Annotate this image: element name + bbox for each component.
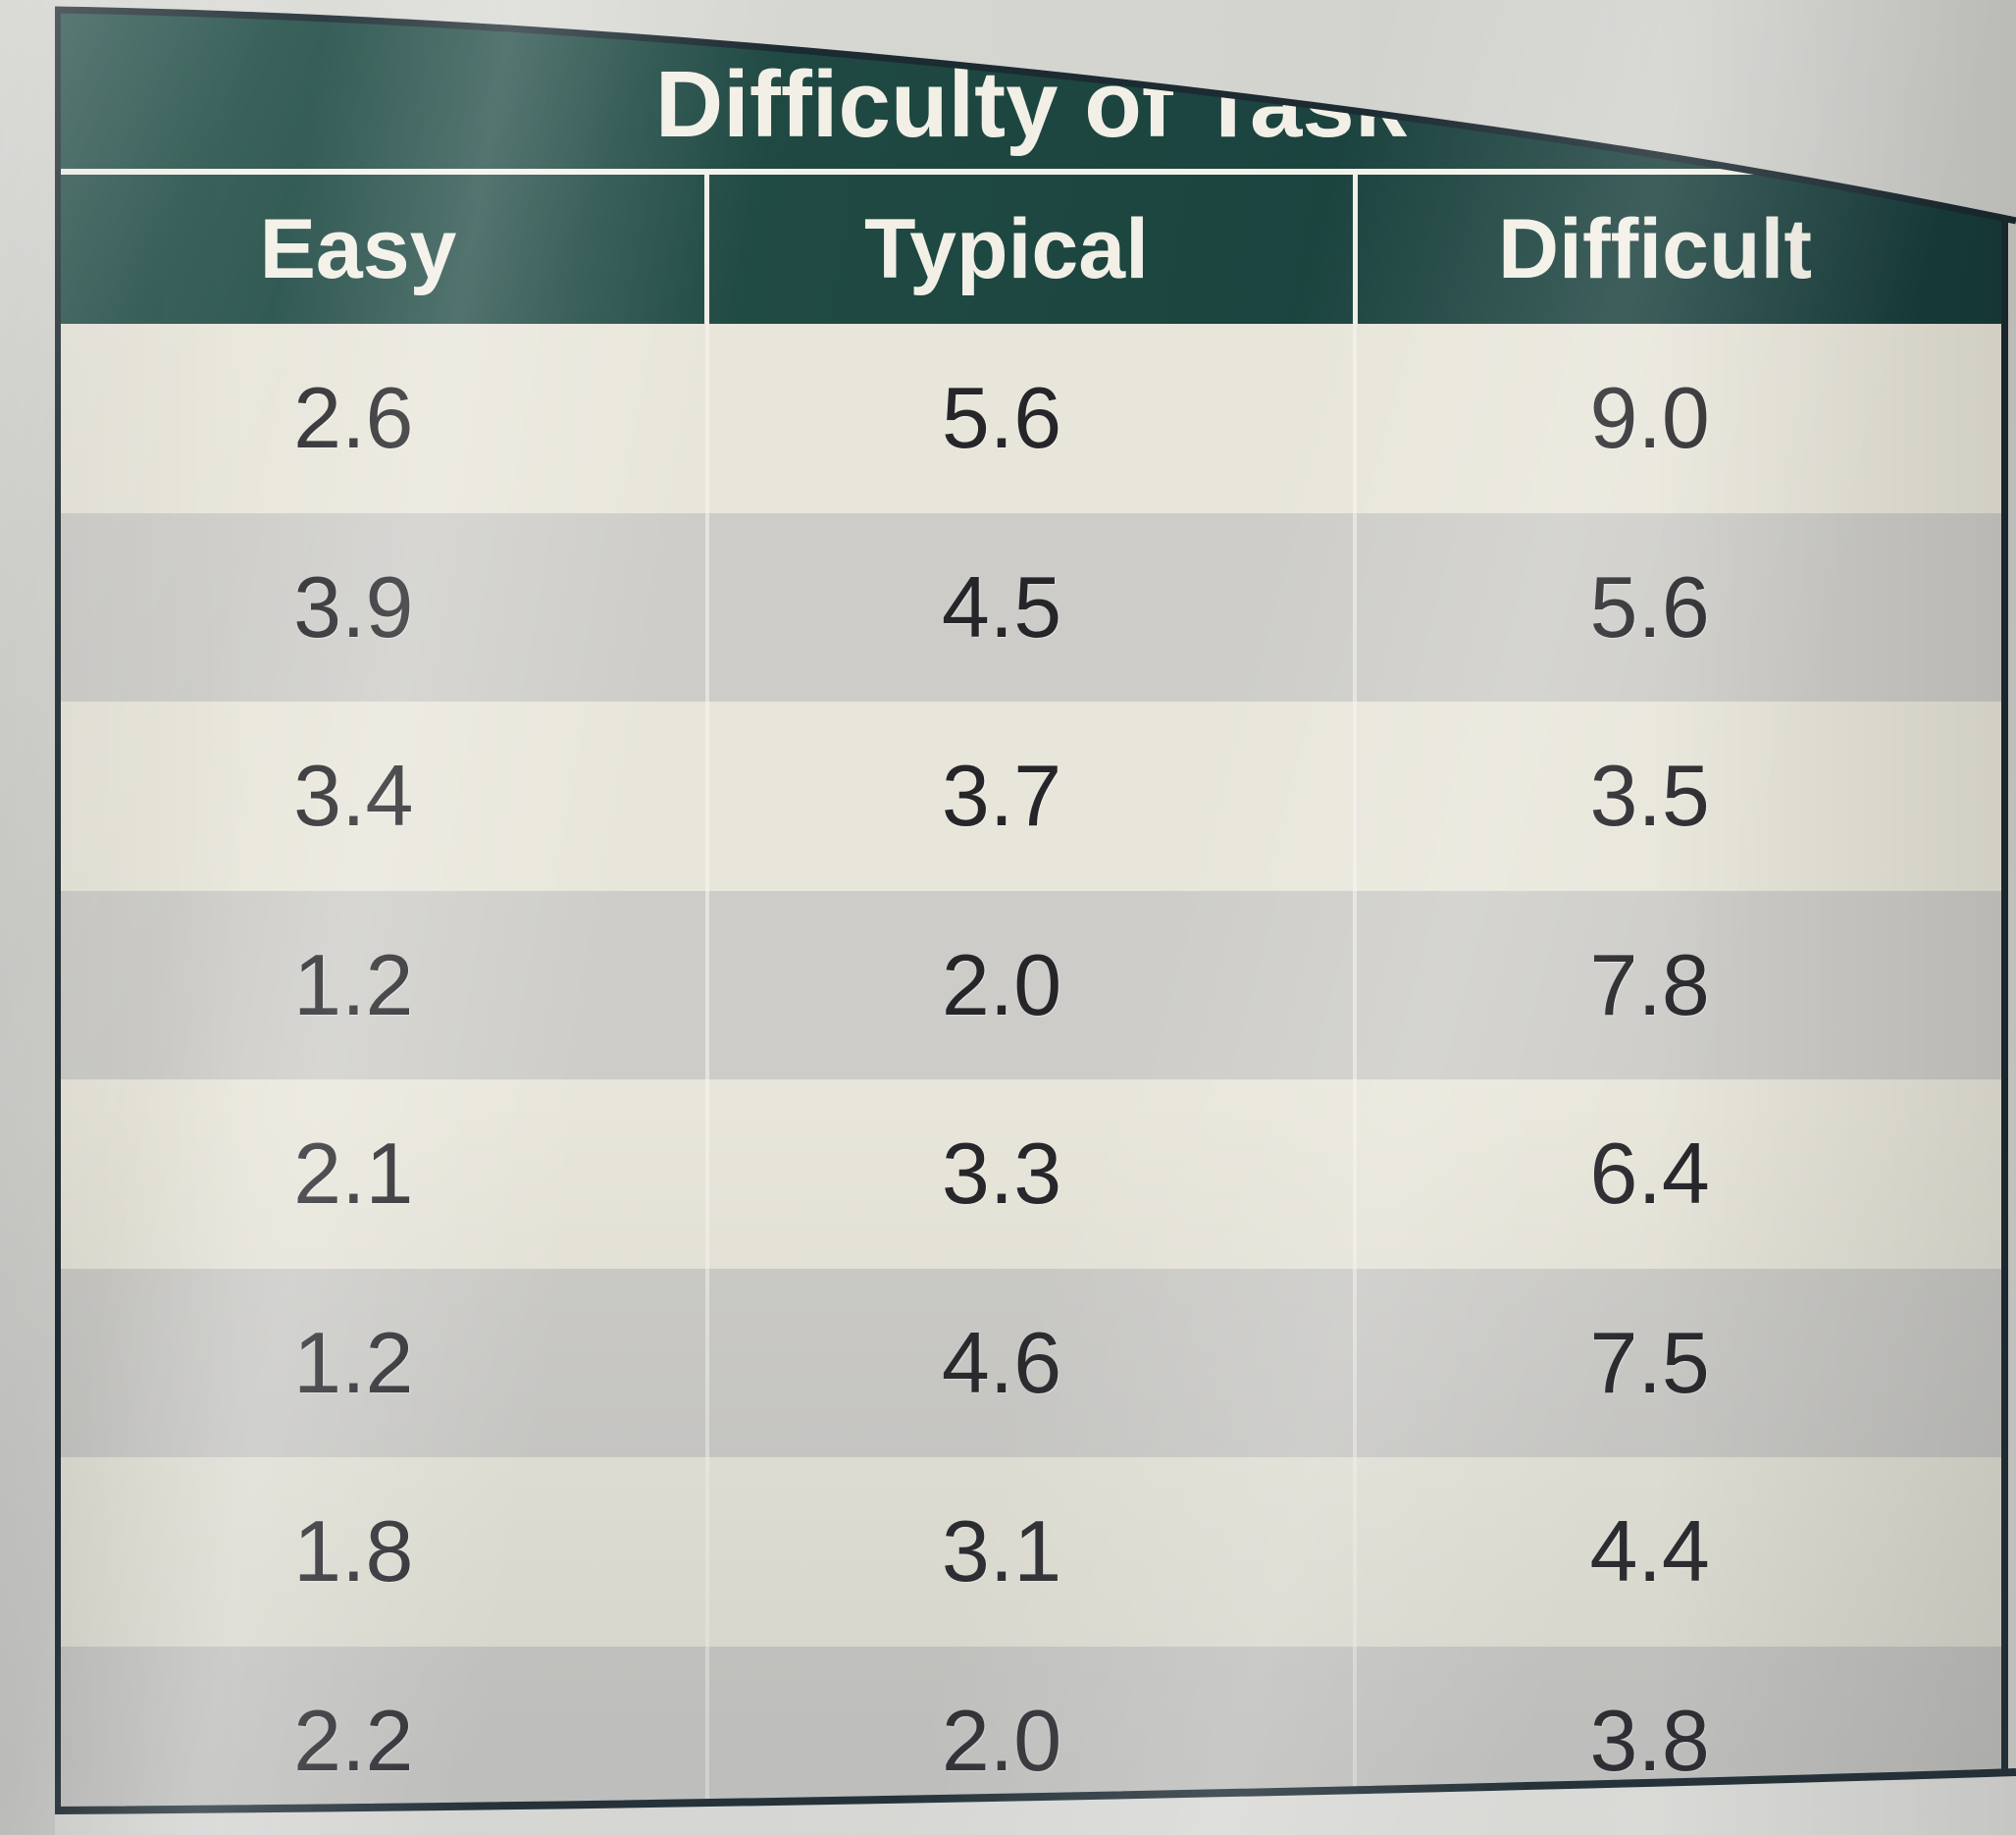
cell-value: 5.6 [1589,557,1710,655]
table-body: 2.6 5.6 9.0 3.9 4.5 5.6 3.4 3.7 3.5 1.2 2.0 7.8 2.1 3… [61,324,2001,1835]
column-header-row: Easy Typical Difficult [61,175,2001,324]
table-cell: 7.5 [1353,1268,2001,1457]
table-cell: 4.5 [704,512,1354,702]
column-header-easy: Easy [61,175,704,324]
table-cell: 7.8 [1353,890,2001,1079]
table-cell: 3.7 [704,702,1354,891]
page-curve-bottom [55,1768,2016,1835]
table-cell: 2.6 [61,324,705,513]
cell-value: 3.4 [293,747,414,845]
table-cell: 9.0 [1353,324,2001,513]
cell-value: 1.2 [293,935,414,1033]
table-cell: 3.3 [704,1079,1354,1269]
table-cell: 5.6 [1353,512,2001,702]
cell-value: 3.1 [941,1502,1062,1600]
table-cell: 2.1 [61,1079,705,1269]
table-cell: 3.5 [1353,702,2001,891]
cell-value: 9.0 [1589,369,1710,467]
cell-value: 3.5 [1589,747,1710,845]
table-cell: 5.6 [704,324,1354,513]
table-cell: 1.2 [61,891,705,1080]
table-cell: 3.8 [1353,1646,2001,1835]
column-header-difficult: Difficult [1353,175,2001,324]
page-curve-top [55,0,2016,225]
cell-value: 3.9 [293,557,414,655]
table-cell: 3.4 [61,702,705,891]
column-header-easy-label: Easy [259,201,457,296]
table-row: 2.1 3.3 6.4 [61,1079,2001,1269]
table-cell: 4.4 [1353,1457,2001,1647]
cell-value: 1.8 [293,1502,414,1600]
column-header-typical: Typical [704,175,1353,324]
cell-value: 3.7 [941,747,1062,845]
cell-value: 6.4 [1589,1125,1710,1223]
difficulty-table: Difficulty of Task Easy Typical Difficul… [55,0,2008,1835]
cell-value: 1.2 [293,1313,414,1411]
column-header-difficult-label: Difficult [1497,201,1813,296]
table-row: 1.8 3.1 4.4 [61,1457,2001,1647]
cell-value: 4.4 [1589,1502,1710,1600]
table-cell: 3.1 [704,1457,1354,1647]
cell-value: 7.5 [1589,1313,1710,1411]
table-row: 2.6 5.6 9.0 [61,324,2001,513]
table-row: 3.4 3.7 3.5 [61,702,2001,891]
cell-value: 4.6 [941,1313,1062,1411]
table-cell: 2.2 [61,1647,705,1835]
cell-value: 2.6 [293,369,414,467]
cell-value: 2.2 [293,1691,414,1789]
cell-value: 5.6 [941,369,1062,467]
cell-value: 2.1 [293,1125,414,1223]
cell-value: 2.0 [941,1691,1062,1789]
table-cell: 6.4 [1353,1079,2001,1269]
table-cell: 4.6 [704,1268,1354,1457]
cell-value: 4.5 [941,557,1062,655]
table-row: 3.9 4.5 5.6 [61,512,2001,703]
table-row: 1.2 2.0 7.8 [61,890,2001,1080]
table-row: 1.2 4.6 7.5 [61,1268,2001,1458]
table-cell: 2.0 [704,1646,1354,1835]
column-header-typical-label: Typical [864,201,1149,296]
cell-value: 3.8 [1589,1691,1710,1789]
cell-value: 3.3 [941,1125,1062,1223]
table-cell: 1.2 [61,1269,705,1458]
table-cell: 1.8 [61,1457,705,1647]
title-divider-line [61,169,2001,175]
table-cell: 2.0 [704,890,1354,1079]
table-cell: 3.9 [61,513,705,703]
cell-value: 2.0 [941,935,1062,1033]
cell-value: 7.8 [1589,935,1710,1033]
